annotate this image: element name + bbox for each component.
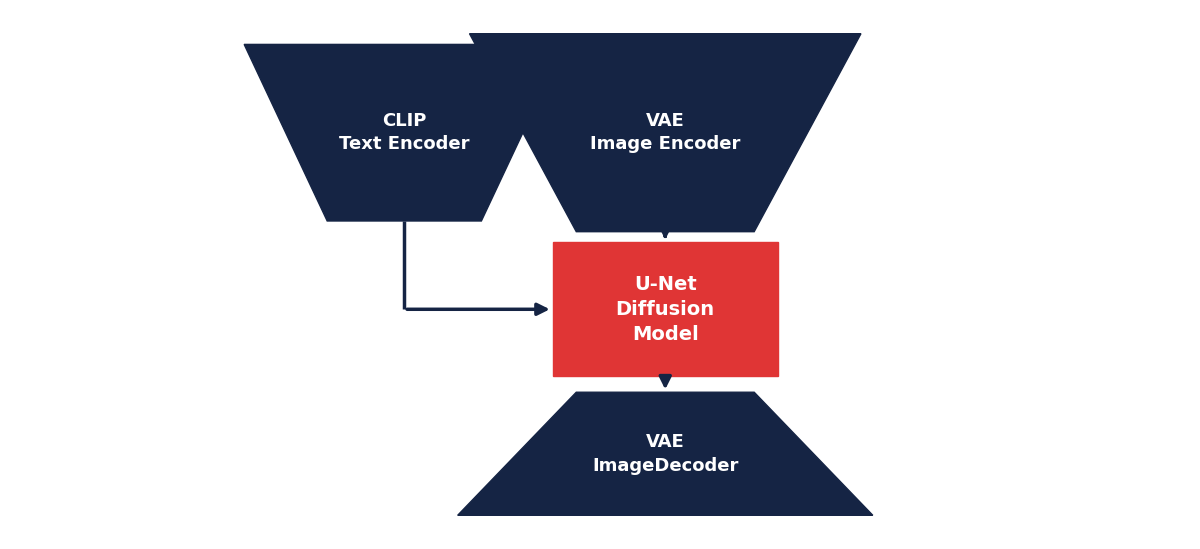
Polygon shape [244, 44, 564, 221]
Bar [552, 243, 778, 376]
Text: U-Net
Diffusion
Model: U-Net Diffusion Model [616, 275, 715, 344]
Polygon shape [469, 33, 860, 232]
Text: VAE
ImageDecoder: VAE ImageDecoder [592, 433, 738, 474]
Polygon shape [457, 392, 872, 516]
Text: CLIP
Text Encoder: CLIP Text Encoder [340, 112, 469, 154]
Text: VAE
Image Encoder: VAE Image Encoder [590, 112, 740, 154]
